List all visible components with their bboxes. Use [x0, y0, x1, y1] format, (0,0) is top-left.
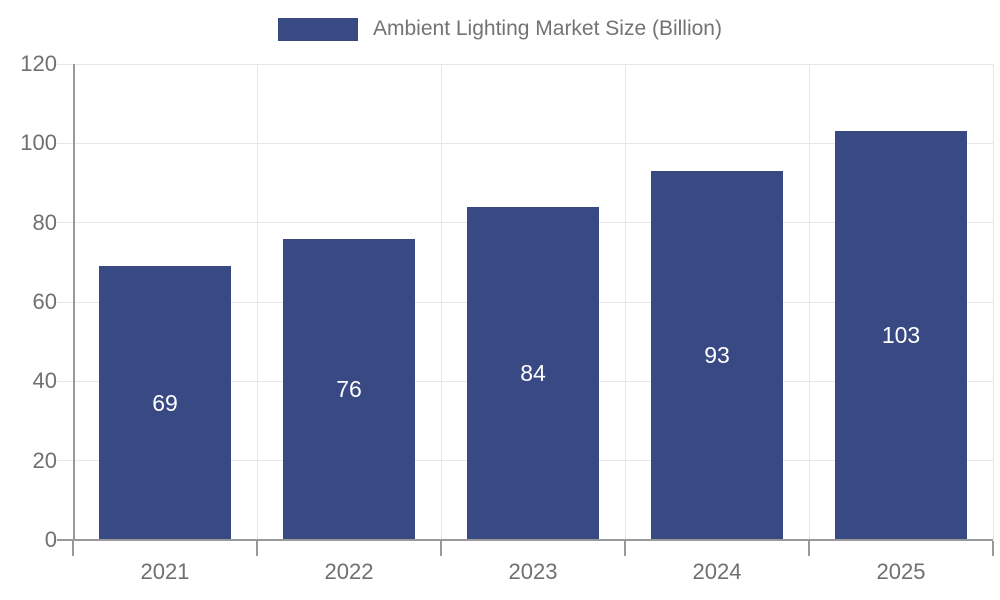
- y-tick-label-60: 60: [32, 289, 57, 314]
- legend[interactable]: Ambient Lighting Market Size (Billion): [0, 17, 1000, 41]
- y-tick-label-100: 100: [20, 130, 57, 156]
- bar-2021[interactable]: 69: [99, 266, 231, 540]
- bar-value-label-2025: 103: [881, 322, 921, 349]
- y-axis-line: [73, 64, 75, 540]
- x-tick-label-2023: 2023: [508, 559, 558, 584]
- x-axis-tick-0: [72, 541, 74, 556]
- x-tick-label-2024: 2024: [692, 559, 742, 584]
- x-tick-label-2022: 2022: [324, 559, 374, 584]
- x-gridline-4: [808, 64, 810, 540]
- x-axis-tick-1: [256, 541, 258, 556]
- y-tick-label-20: 20: [32, 447, 57, 473]
- plot-area: 0 20 40 60 80 100 120 69 76 84 93 103 2021 2022 2023 20…: [20, 51, 994, 584]
- x-tick-label-2021: 2021: [140, 559, 190, 584]
- x-axis-tick-2: [440, 541, 442, 556]
- x-tick-label-2025: 2025: [876, 559, 926, 584]
- bar-2024[interactable]: 93: [651, 171, 783, 540]
- x-axis-line: [57, 539, 993, 541]
- x-gridline-2: [440, 64, 442, 540]
- bar-2022[interactable]: 76: [283, 238, 415, 540]
- y-gridline-120: [57, 63, 993, 65]
- bar-value-label-2022: 76: [336, 375, 362, 402]
- bar-value-label-2023: 84: [520, 359, 546, 386]
- y-tick-label-0: 0: [44, 527, 57, 552]
- bar-2025[interactable]: 103: [835, 131, 967, 540]
- y-tick-label-80: 80: [32, 209, 57, 235]
- x-gridline-1: [256, 64, 258, 540]
- x-gridline-5: [992, 64, 994, 540]
- bar-2023[interactable]: 84: [467, 206, 599, 540]
- bar-value-label-2024: 93: [704, 342, 730, 369]
- x-axis-tick-3: [624, 541, 626, 556]
- legend-swatch: [278, 17, 358, 41]
- x-axis-tick-4: [808, 541, 810, 556]
- x-gridline-3: [624, 64, 626, 540]
- x-axis-tick-5: [992, 541, 994, 556]
- bar-value-label-2021: 69: [152, 389, 178, 416]
- legend-label: Ambient Lighting Market Size (Billion): [373, 17, 722, 40]
- y-tick-label-40: 40: [32, 368, 57, 394]
- y-tick-label-120: 120: [20, 51, 57, 76]
- y-gridline-100: [57, 142, 993, 144]
